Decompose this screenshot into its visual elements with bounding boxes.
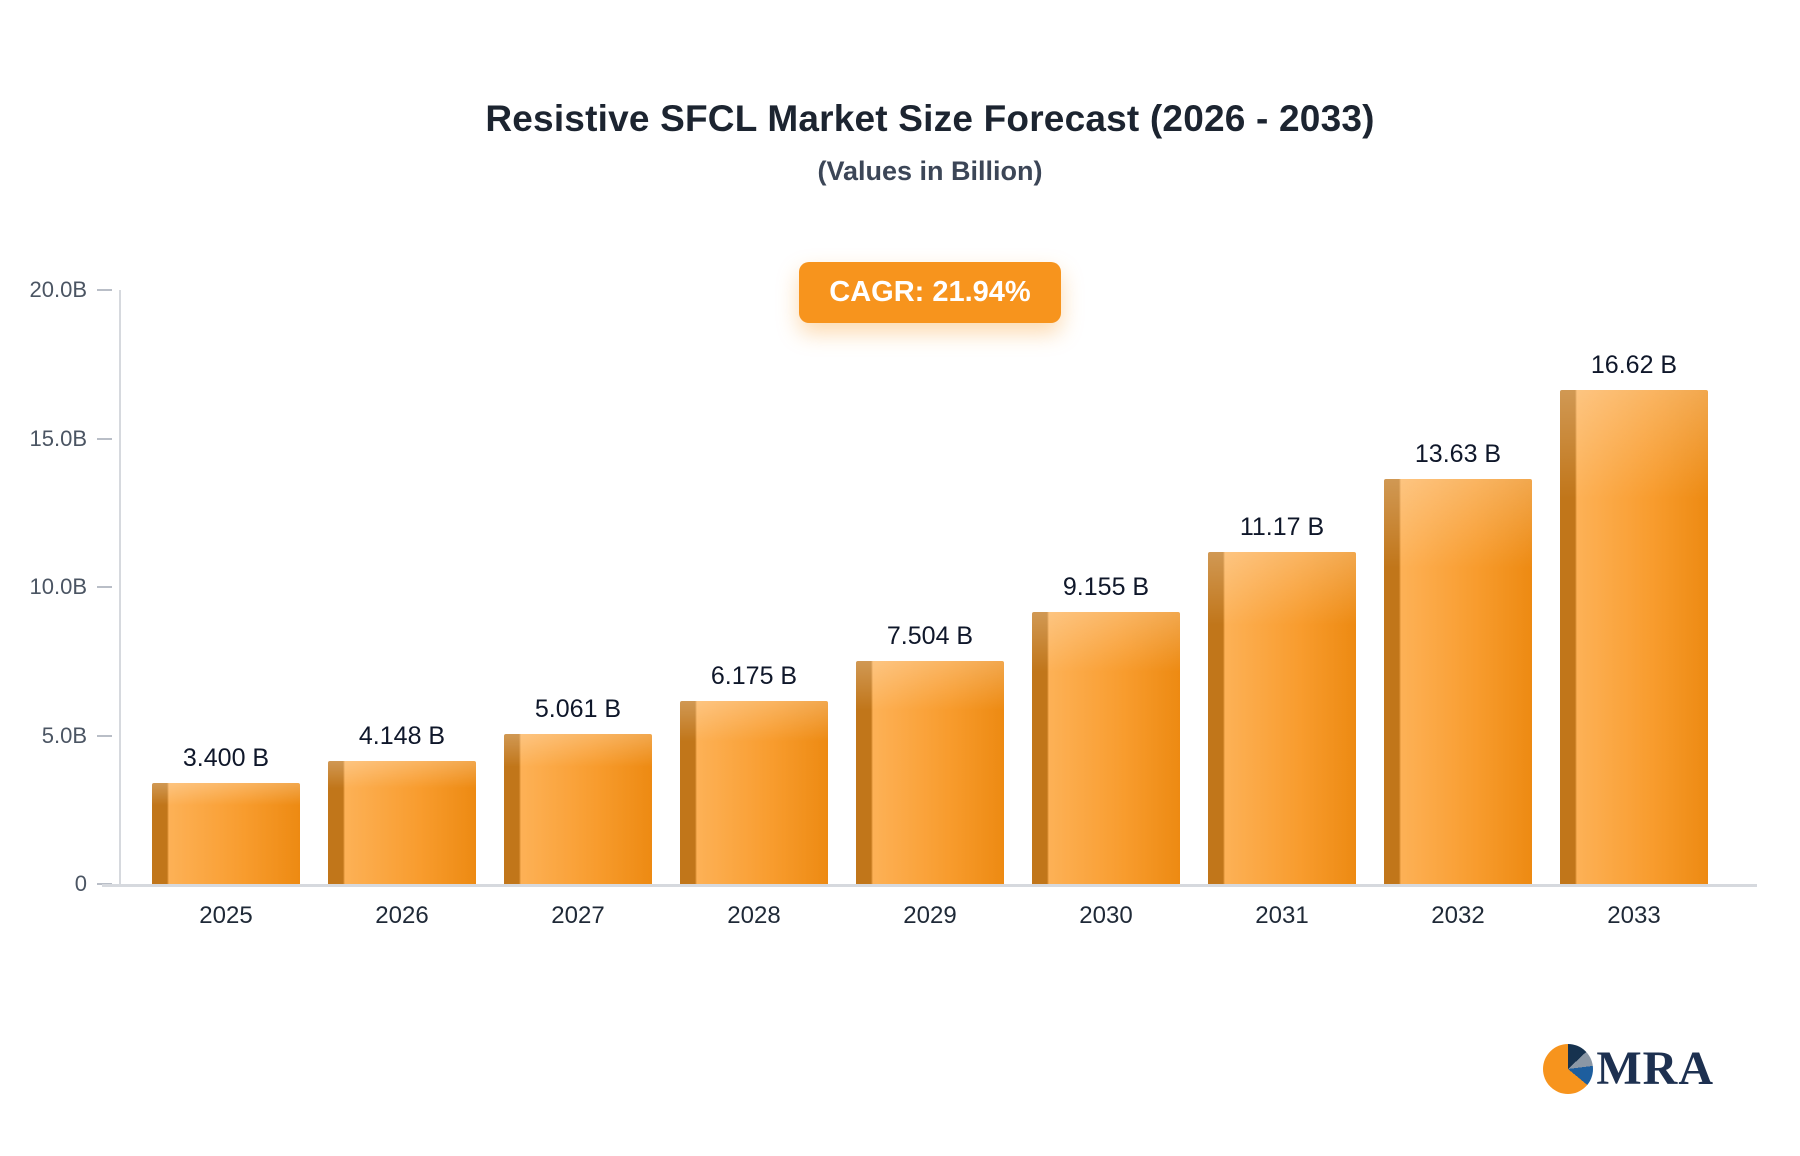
y-tick-label: 20.0B [29, 277, 88, 302]
bar-2032 [1384, 479, 1532, 884]
y-tick: 20.0B [29, 277, 112, 303]
bar-2025 [152, 783, 300, 884]
x-axis-label: 2031 [1255, 902, 1309, 929]
chart-subtitle: (Values in Billion) [817, 156, 1043, 186]
x-axis-label: 2032 [1431, 902, 1485, 929]
x-axis-label: 2028 [727, 902, 781, 929]
y-tick-label: 5.0B [41, 722, 87, 748]
y-tick: 10.0B [29, 574, 112, 600]
bar-group-2030: 9.155 B 2030 [1032, 290, 1180, 929]
brand-logo: MRA [1543, 1041, 1714, 1096]
x-axis-label: 2027 [551, 902, 605, 929]
bar-2031 [1208, 552, 1356, 884]
x-axis-label: 2025 [199, 902, 253, 929]
bar-value-label: 7.504 B [886, 622, 974, 651]
x-axis-label: 2030 [1079, 902, 1133, 929]
bar-group-2032: 13.63 B 2032 [1384, 290, 1532, 929]
bar-group-2033: 16.62 B 2033 [1560, 290, 1708, 929]
y-axis: 0 5.0B 10.0B 15.0B 20.0B [0, 277, 112, 896]
logo-text: MRA [1596, 1042, 1714, 1095]
bar-group-2027: 5.061 B 2027 [504, 290, 652, 929]
y-tick: 15.0B [29, 425, 112, 452]
x-axis-label: 2029 [903, 902, 957, 929]
x-axis-line [102, 884, 1757, 887]
bar-value-label: 9.155 B [1062, 573, 1150, 602]
bar-2028 [680, 700, 828, 884]
bar-value-label: 16.62 B [1590, 351, 1678, 380]
bar-value-label: 6.175 B [710, 661, 798, 690]
bar-2030 [1032, 612, 1180, 884]
bar-group-2026: 4.148 B 2026 [328, 290, 476, 929]
y-tick: 5.0B [42, 723, 112, 749]
bar-2033 [1560, 390, 1708, 884]
chart-title: Resistive SFCL Market Size Forecast (202… [485, 98, 1375, 139]
y-axis-line [119, 290, 121, 886]
bar-group-2028: 6.175 B 2028 [680, 290, 828, 929]
y-tick-mark [97, 734, 112, 737]
bar-value-label: 11.17 B [1239, 513, 1325, 542]
chart-header: Resistive SFCL Market Size Forecast (202… [120, 98, 1740, 187]
y-tick-label: 10.0B [29, 574, 88, 599]
bar-group-2031: 11.17 B 2031 [1208, 290, 1356, 929]
y-tick-label: 0 [74, 871, 87, 896]
plot-area: 3.400 B 2025 4.148 B 2026 5.061 B 2027 6.175 B… [120, 290, 1740, 929]
bar-group-2029: 7.504 B 2029 [856, 290, 1004, 929]
badge-row: CAGR: 21.94% [120, 262, 1740, 323]
bar-2029 [856, 661, 1004, 884]
pie-chart-icon [1543, 1043, 1594, 1094]
y-tick-mark [97, 289, 112, 291]
x-axis-label: 2026 [375, 902, 429, 929]
bar-group-2025: 3.400 B 2025 [152, 290, 300, 929]
x-axis-label: 2033 [1607, 902, 1661, 929]
bar-2027 [504, 733, 652, 884]
y-tick-label: 15.0B [29, 425, 88, 451]
bar-value-label: 3.400 B [182, 744, 270, 773]
bar-2026 [328, 760, 476, 884]
cagr-badge: CAGR: 21.94% [799, 262, 1061, 323]
bar-value-label: 5.061 B [534, 694, 622, 723]
y-tick-mark [97, 437, 112, 440]
bar-value-label: 13.63 B [1414, 440, 1502, 469]
y-tick-mark [97, 586, 112, 588]
bar-value-label: 4.148 B [358, 721, 446, 750]
